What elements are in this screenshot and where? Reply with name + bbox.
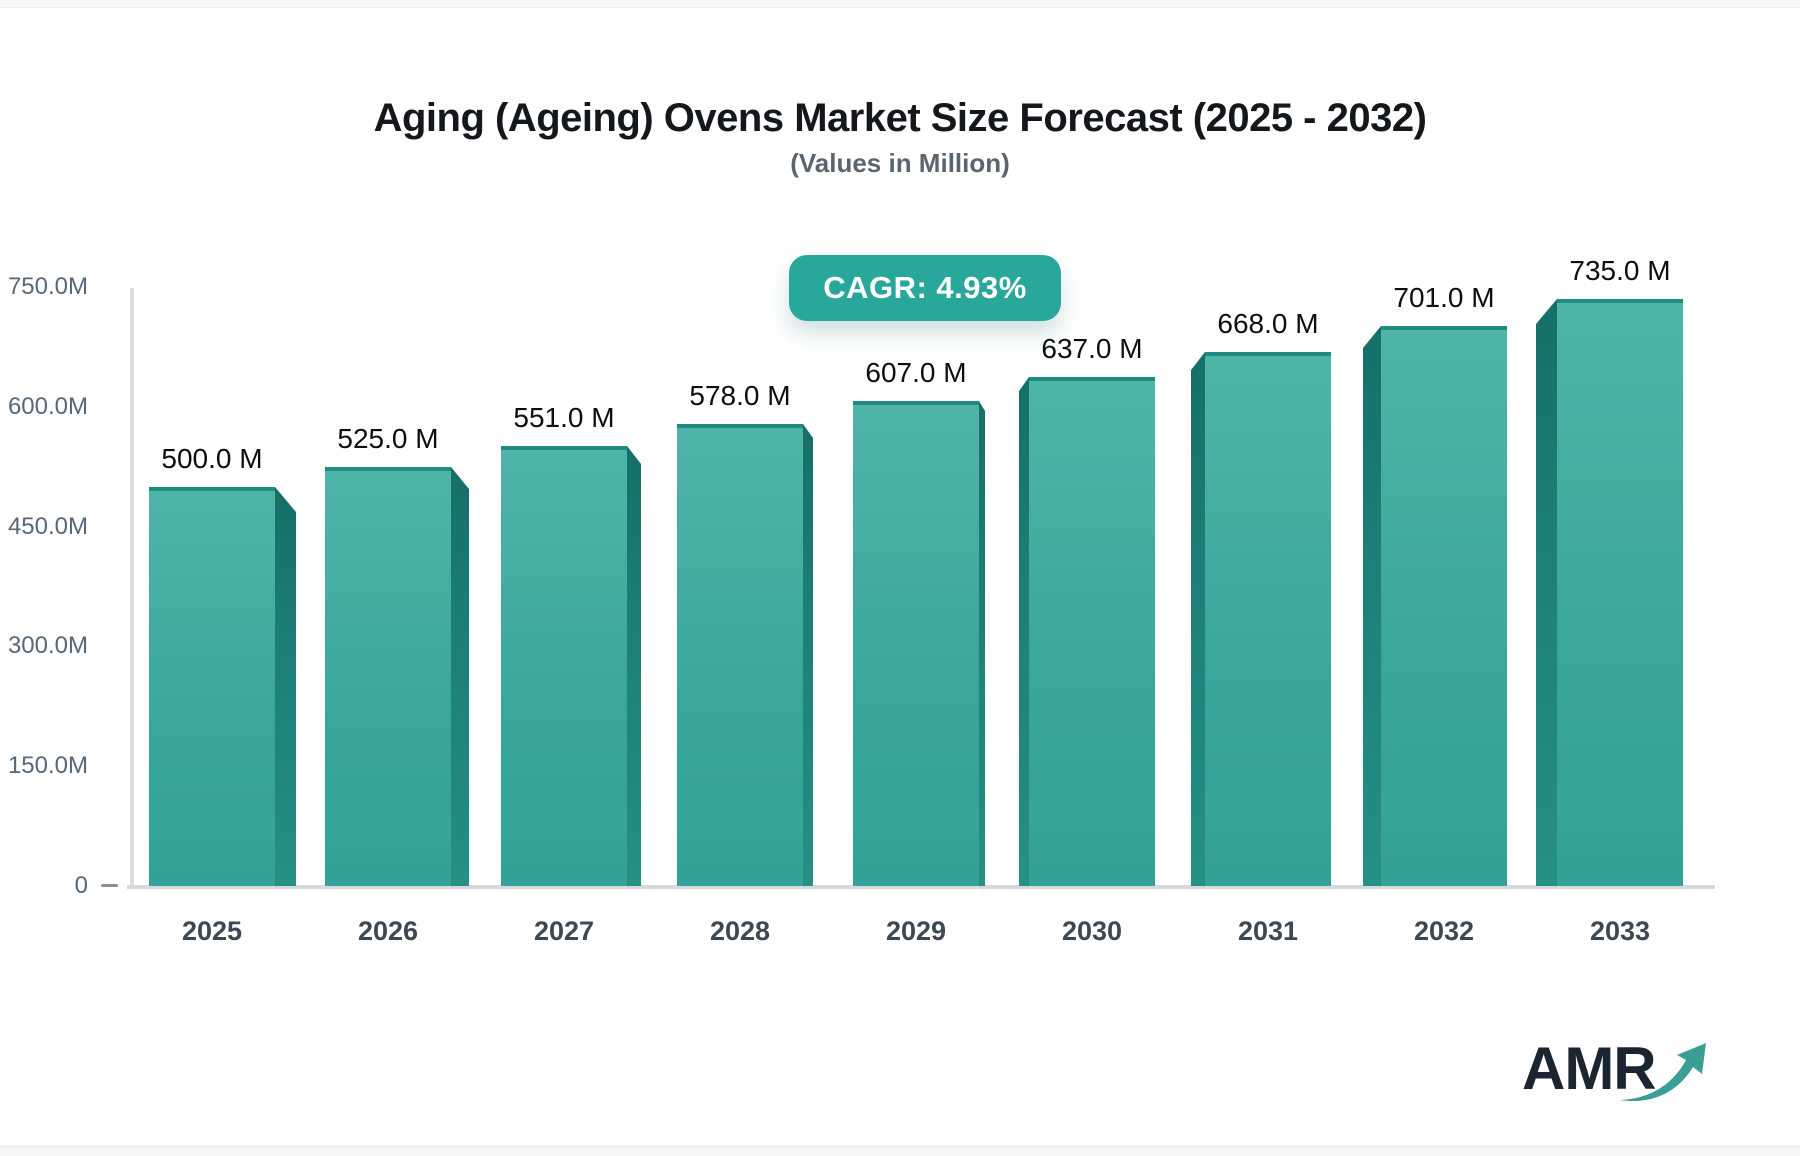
x-tick-label: 2030 [1061,916,1123,946]
x-tick-label: 2026 [357,916,419,946]
y-tick-label: 600.0M [7,393,88,420]
bar-2032 [1381,326,1507,886]
y-tick-label: 300.0M [7,632,88,659]
x-axis-line [127,885,1715,889]
bar-value-label: 578.0 M [689,380,791,411]
bar-2026-side-face [451,467,469,886]
bar-2033-side-face [1536,299,1557,886]
bar-value-label: 701.0 M [1393,282,1495,313]
bar-value-label: 637.0 M [1041,333,1143,364]
x-tick-label: 2027 [533,916,595,946]
bar-2025 [149,487,275,886]
bar-2029 [853,401,979,886]
cagr-badge: CAGR: 4.93% [789,255,1061,321]
chart-subtitle: (Values in Million) [790,148,1010,178]
bar-2029-side-face [979,401,985,886]
bar-value-label: 607.0 M [865,357,967,388]
x-tick-label: 2031 [1237,916,1299,946]
bar-2027 [501,446,627,886]
bar-2032-side-face [1363,326,1381,886]
x-tick-label: 2028 [709,916,771,946]
page-top-strip [0,0,1800,8]
bar-2031-side-face [1191,352,1205,886]
x-tick-label: 2025 [181,916,243,946]
bar-2026 [325,467,451,886]
y-tick-label: 450.0M [7,513,88,540]
bar-2030 [1029,377,1155,886]
bar-2025-side-face [275,487,296,886]
chart-title: Aging (Ageing) Ovens Market Size Forecas… [373,96,1427,140]
y-axis-line [130,288,134,887]
y-tick-label: 150.0M [7,752,88,779]
y-tick-label: 750.0M [7,273,88,300]
x-tick-label: 2029 [885,916,947,946]
zero-tick-mark [101,884,118,887]
bar-value-label: 525.0 M [337,423,439,454]
bar-2028 [677,424,803,886]
y-tick-label: 0 [74,872,88,899]
brand-logo-text: AMR [1522,1035,1657,1102]
x-tick-label: 2033 [1589,916,1651,946]
growth-arrow-icon [1620,1043,1706,1102]
bar-2033 [1557,299,1683,886]
bar-value-label: 735.0 M [1569,255,1671,286]
page-bottom-strip [0,1146,1800,1156]
bar-2027-side-face [627,446,641,886]
bar-2030-side-face [1019,377,1029,886]
bar-2028-side-face [803,424,813,886]
bar-value-label: 551.0 M [513,402,615,433]
x-tick-label: 2032 [1413,916,1475,946]
brand-logo: AMR [1522,1028,1732,1124]
bar-value-label: 500.0 M [161,443,263,474]
bar-2031 [1205,352,1331,886]
bar-value-label: 668.0 M [1217,308,1319,339]
